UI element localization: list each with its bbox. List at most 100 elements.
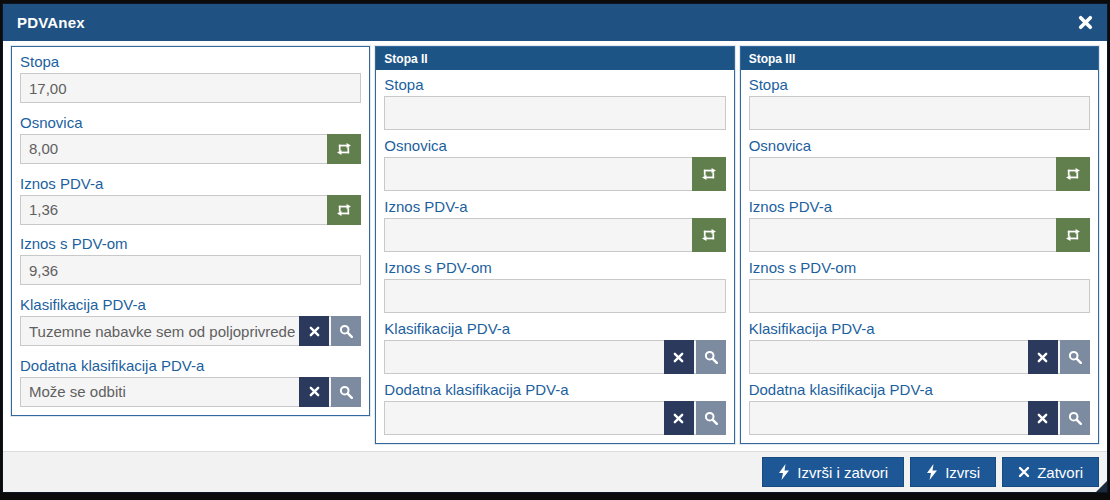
clear-button[interactable] <box>299 377 329 407</box>
recalculate-button[interactable] <box>327 134 361 164</box>
clear-button[interactable] <box>664 340 694 374</box>
iznos-pdv-label: Iznos PDV-a <box>20 175 361 192</box>
resize-handle[interactable] <box>1096 481 1107 492</box>
clear-button[interactable] <box>299 316 329 346</box>
recalculate-icon <box>702 168 716 180</box>
field-buttons <box>299 316 361 346</box>
close-button[interactable] <box>1078 15 1093 30</box>
close-dialog-button[interactable]: Zatvori <box>1002 457 1099 487</box>
lightning-icon <box>778 464 790 480</box>
recalculate-button[interactable] <box>327 195 361 225</box>
search-icon <box>339 324 353 338</box>
clear-icon <box>1037 352 1048 363</box>
pdv-anex-dialog: PDVAnex Stopa Osnovica Iznos PDV-a Iznos s … <box>2 3 1108 493</box>
field-klasifikacija-pdv: Klasifikacija PDV-a <box>20 296 361 346</box>
footer: Izvrši i zatvori Izvrsi Zatvori <box>3 451 1107 492</box>
stopa-input-1[interactable] <box>20 73 361 103</box>
field-buttons <box>1056 157 1090 191</box>
lightning-icon <box>926 464 938 480</box>
field-iznos-s-pdv: Iznos s PDV-om <box>749 259 1090 313</box>
recalculate-icon <box>337 143 351 155</box>
recalculate-icon <box>1066 229 1080 241</box>
field-klasifikacija-pdv: Klasifikacija PDV-a <box>384 320 725 374</box>
iznos-pdv-input-3[interactable] <box>749 218 1090 252</box>
iznos-s-pdv-input-1[interactable] <box>20 255 361 285</box>
osnovica-input-3[interactable] <box>749 157 1090 191</box>
iznos-s-pdv-input-2[interactable] <box>384 279 725 313</box>
field-dodatna-klasifikacija-pdv: Dodatna klasifikacija PDV-a <box>384 381 725 435</box>
iznos-s-pdv-input-3[interactable] <box>749 279 1090 313</box>
osnovica-label: Osnovica <box>384 137 725 154</box>
stopa-input-3[interactable] <box>749 96 1090 130</box>
field-buttons <box>1056 218 1090 252</box>
recalculate-button[interactable] <box>692 218 726 252</box>
execute-and-close-button[interactable]: Izvrši i zatvori <box>762 457 904 487</box>
clear-icon <box>309 386 320 397</box>
field-stopa: Stopa <box>749 76 1090 130</box>
field-osnovica: Osnovica <box>384 137 725 191</box>
clear-icon <box>1037 413 1048 424</box>
clear-button[interactable] <box>664 401 694 435</box>
osnovica-input-1[interactable] <box>20 134 361 164</box>
search-button[interactable] <box>331 377 361 407</box>
iznos-pdv-label: Iznos PDV-a <box>384 198 725 215</box>
panel-header-stopa-2: Stopa II <box>376 47 733 70</box>
clear-icon <box>673 352 684 363</box>
field-iznos-s-pdv: Iznos s PDV-om <box>20 235 361 285</box>
button-label: Zatvori <box>1037 464 1083 481</box>
iznos-pdv-label: Iznos PDV-a <box>749 198 1090 215</box>
recalculate-button[interactable] <box>1056 218 1090 252</box>
field-osnovica: Osnovica <box>749 137 1090 191</box>
field-buttons <box>1028 401 1090 435</box>
panel-stopa-1: StopaOsnovicaIznos PDV-aIznos s PDV-omKl… <box>11 46 370 416</box>
iznos-s-pdv-label: Iznos s PDV-om <box>20 235 361 252</box>
search-button[interactable] <box>331 316 361 346</box>
field-iznos-pdv: Iznos PDV-a <box>20 175 361 225</box>
button-label: Izvrsi <box>945 464 980 481</box>
search-button[interactable] <box>696 340 726 374</box>
klasifikacija-pdv-label: Klasifikacija PDV-a <box>749 320 1090 337</box>
field-dodatna-klasifikacija-pdv: Dodatna klasifikacija PDV-a <box>749 381 1090 435</box>
recalculate-icon <box>1066 168 1080 180</box>
close-icon <box>1078 15 1093 30</box>
close-icon <box>1018 466 1030 478</box>
clear-button[interactable] <box>1028 401 1058 435</box>
field-iznos-pdv: Iznos PDV-a <box>384 198 725 252</box>
field-buttons <box>692 157 726 191</box>
dodatna-klasifikacija-pdv-label: Dodatna klasifikacija PDV-a <box>20 357 361 374</box>
field-buttons <box>327 134 361 164</box>
search-icon <box>339 385 353 399</box>
stopa-label: Stopa <box>384 76 725 93</box>
clear-icon <box>673 413 684 424</box>
panel-body: StopaOsnovicaIznos PDV-aIznos s PDV-omKl… <box>12 47 369 415</box>
form-columns: Stopa Osnovica Iznos PDV-a Iznos s PDV-om Kl… <box>3 41 1107 451</box>
field-buttons <box>664 340 726 374</box>
recalculate-button[interactable] <box>1056 157 1090 191</box>
iznos-pdv-input-2[interactable] <box>384 218 725 252</box>
field-iznos-pdv: Iznos PDV-a <box>749 198 1090 252</box>
titlebar: PDVAnex <box>3 4 1107 41</box>
dodatna-klasifikacija-pdv-label: Dodatna klasifikacija PDV-a <box>384 381 725 398</box>
button-label: Izvrši i zatvori <box>797 464 888 481</box>
iznos-pdv-input-1[interactable] <box>20 195 361 225</box>
klasifikacija-pdv-label: Klasifikacija PDV-a <box>20 296 361 313</box>
recalculate-button[interactable] <box>692 157 726 191</box>
field-klasifikacija-pdv: Klasifikacija PDV-a <box>749 320 1090 374</box>
search-icon <box>704 350 718 364</box>
field-buttons <box>1028 340 1090 374</box>
execute-button[interactable]: Izvrsi <box>910 457 996 487</box>
search-button[interactable] <box>1060 340 1090 374</box>
clear-button[interactable] <box>1028 340 1058 374</box>
field-dodatna-klasifikacija-pdv: Dodatna klasifikacija PDV-a <box>20 357 361 407</box>
panel-stopa-2: Stopa IIStopaOsnovicaIznos PDV-aIznos s … <box>375 46 734 444</box>
panel-header-stopa-3: Stopa III <box>741 47 1098 70</box>
recalculate-icon <box>337 204 351 216</box>
search-button[interactable] <box>1060 401 1090 435</box>
stopa-input-2[interactable] <box>384 96 725 130</box>
recalculate-icon <box>702 229 716 241</box>
search-button[interactable] <box>696 401 726 435</box>
field-buttons <box>692 218 726 252</box>
field-buttons <box>664 401 726 435</box>
osnovica-input-2[interactable] <box>384 157 725 191</box>
klasifikacija-pdv-label: Klasifikacija PDV-a <box>384 320 725 337</box>
